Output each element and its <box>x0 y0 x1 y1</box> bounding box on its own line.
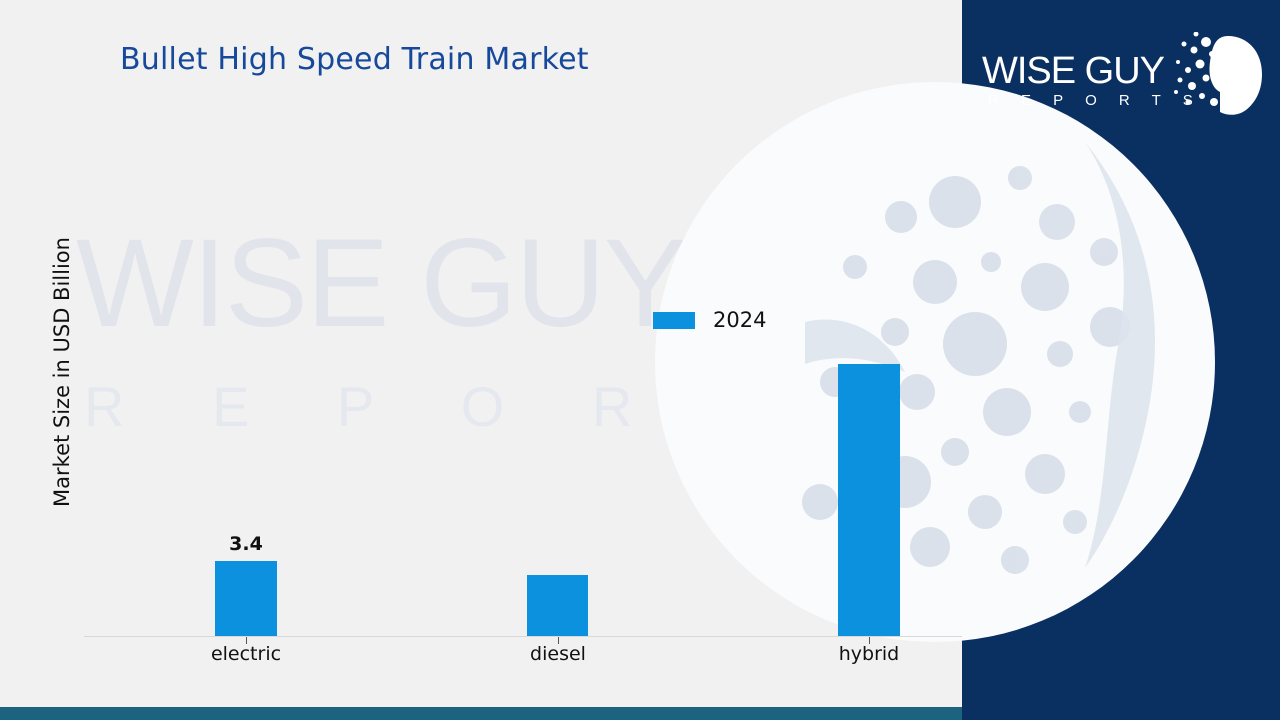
x-axis-line <box>84 636 962 637</box>
logo-wordmark: WISE GUY <box>982 50 1165 92</box>
x-tick-hybrid <box>869 637 870 644</box>
y-axis-label: Market Size in USD Billion <box>50 237 74 507</box>
logo-subtext: R E P O R T S <box>988 92 1202 109</box>
page-title: Bullet High Speed Train Market <box>120 42 589 77</box>
x-tick-electric <box>246 637 247 644</box>
plot-area: Market Size in USD Billion 3.4 electric … <box>50 237 962 665</box>
logo-head-icon <box>1174 32 1262 115</box>
decorative-circle <box>655 82 1215 642</box>
bar-hybrid <box>838 364 900 636</box>
molecule-dots-pattern <box>802 142 1155 574</box>
bar-electric <box>215 561 277 636</box>
footer-accent-bar <box>0 707 962 720</box>
legend-swatch-2024 <box>653 311 695 329</box>
x-label-electric: electric <box>210 643 282 665</box>
x-label-hybrid: hybrid <box>838 643 900 665</box>
brand-logo: WISE GUY R E P O R T S <box>982 30 1262 120</box>
bar-diesel <box>527 575 588 636</box>
chart-legend: 2024 <box>653 308 766 332</box>
bar-value-electric: 3.4 <box>229 533 263 555</box>
x-label-diesel: diesel <box>530 643 586 665</box>
legend-label-2024: 2024 <box>713 308 767 332</box>
x-tick-diesel <box>558 637 559 644</box>
